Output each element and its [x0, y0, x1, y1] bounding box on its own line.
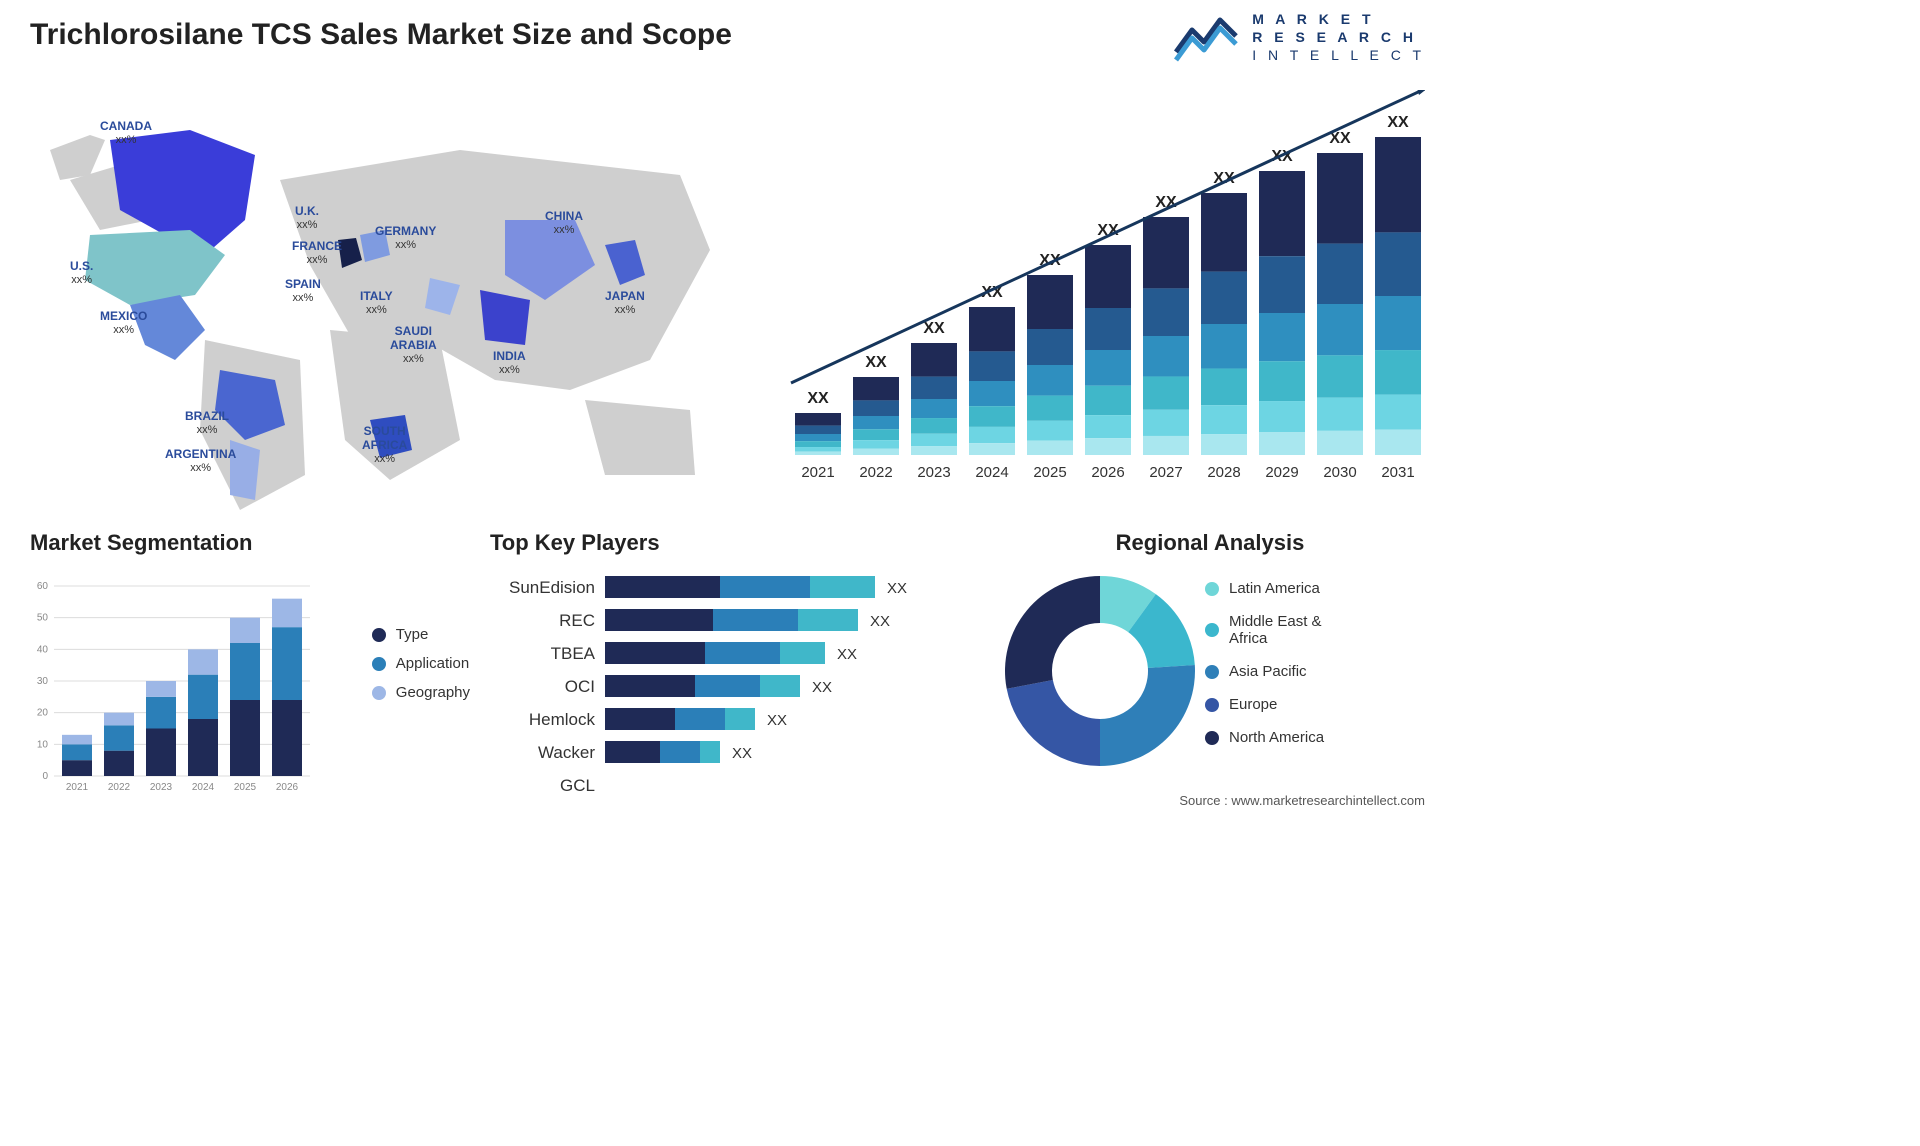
legend-item: Latin America — [1205, 580, 1324, 597]
svg-text:XX: XX — [923, 320, 945, 337]
svg-text:2024: 2024 — [192, 782, 215, 793]
svg-text:XX: XX — [732, 745, 752, 762]
svg-text:2029: 2029 — [1265, 464, 1298, 481]
brand-logo: M A R K E T R E S E A R C H I N T E L L … — [1174, 10, 1425, 65]
regional-title: Regional Analysis — [995, 530, 1425, 556]
svg-text:XX: XX — [807, 390, 829, 407]
legend-item: Geography — [372, 684, 470, 701]
page-title: Trichlorosilane TCS Sales Market Size an… — [30, 18, 732, 52]
map-label: U.S.xx% — [70, 260, 93, 286]
map-label: ARGENTINAxx% — [165, 448, 236, 474]
player-name: TBEA — [490, 637, 595, 670]
svg-text:2023: 2023 — [917, 464, 950, 481]
svg-text:50: 50 — [37, 613, 49, 624]
svg-text:2026: 2026 — [1091, 464, 1124, 481]
svg-text:2022: 2022 — [859, 464, 892, 481]
map-label: U.K.xx% — [295, 205, 319, 231]
svg-text:20: 20 — [37, 708, 49, 719]
growth-chart: XX2021XX2022XX2023XX2024XX2025XX2026XX20… — [765, 90, 1425, 490]
regional-donut — [995, 566, 1205, 776]
svg-text:10: 10 — [37, 739, 49, 750]
map-label: SAUDIARABIAxx% — [390, 325, 437, 365]
svg-text:40: 40 — [37, 644, 49, 655]
map-label: JAPANxx% — [605, 290, 645, 316]
svg-text:2028: 2028 — [1207, 464, 1240, 481]
map-label: ITALYxx% — [360, 290, 393, 316]
regional-block: Regional Analysis Latin America Middle Ea… — [995, 530, 1425, 776]
player-name: SunEdision — [490, 571, 595, 604]
svg-text:2027: 2027 — [1149, 464, 1182, 481]
svg-text:30: 30 — [37, 676, 49, 687]
logo-line2: R E S E A R C H — [1252, 28, 1425, 46]
player-name: REC — [490, 604, 595, 637]
player-name: Hemlock — [490, 703, 595, 736]
player-names: SunEdisionRECTBEAOCIHemlockWackerGCL — [490, 571, 595, 802]
player-name: Wacker — [490, 736, 595, 769]
svg-text:XX: XX — [767, 712, 787, 729]
legend-item: Application — [372, 655, 470, 672]
logo-mark-icon — [1174, 12, 1244, 62]
svg-text:2022: 2022 — [108, 782, 131, 793]
player-name: GCL — [490, 769, 595, 802]
players-block: Top Key Players SunEdisionRECTBEAOCIHeml… — [490, 530, 990, 806]
svg-text:60: 60 — [37, 581, 49, 592]
svg-text:XX: XX — [812, 679, 832, 696]
source-text: Source : www.marketresearchintellect.com — [1179, 793, 1425, 808]
player-name: OCI — [490, 670, 595, 703]
players-chart: XX XX XX XX XX XX — [605, 566, 995, 806]
legend-item: Type — [372, 626, 470, 643]
players-title: Top Key Players — [490, 530, 990, 556]
map-label: CANADAxx% — [100, 120, 152, 146]
svg-text:2031: 2031 — [1381, 464, 1414, 481]
legend-item: North America — [1205, 729, 1324, 746]
svg-text:2025: 2025 — [1033, 464, 1066, 481]
legend-item: Europe — [1205, 696, 1324, 713]
svg-text:XX: XX — [865, 354, 887, 371]
regional-legend: Latin America Middle East &Africa Asia Pac… — [1205, 580, 1324, 762]
svg-text:2026: 2026 — [276, 782, 299, 793]
logo-line3: I N T E L L E C T — [1252, 46, 1425, 64]
svg-text:2024: 2024 — [975, 464, 1008, 481]
svg-text:2025: 2025 — [234, 782, 257, 793]
svg-text:2030: 2030 — [1323, 464, 1356, 481]
logo-line1: M A R K E T — [1252, 10, 1425, 28]
segmentation-title: Market Segmentation — [30, 530, 470, 556]
map-label: SOUTHAFRICAxx% — [362, 425, 407, 465]
map-label: SPAINxx% — [285, 278, 321, 304]
legend-item: Asia Pacific — [1205, 663, 1324, 680]
svg-text:XX: XX — [837, 646, 857, 663]
svg-text:2023: 2023 — [150, 782, 173, 793]
segmentation-chart: 0 10 20 30 40 50 60 2021 2022 2023 2024 2025 2026 — [30, 566, 310, 796]
svg-text:XX: XX — [870, 613, 890, 630]
svg-text:XX: XX — [1387, 114, 1409, 131]
legend-item: Middle East &Africa — [1205, 613, 1324, 647]
svg-text:2021: 2021 — [66, 782, 89, 793]
svg-text:2021: 2021 — [801, 464, 834, 481]
map-label: MEXICOxx% — [100, 310, 147, 336]
svg-text:0: 0 — [42, 771, 48, 782]
segmentation-block: Market Segmentation 0 10 20 30 40 50 60 2021 202… — [30, 530, 470, 796]
world-map: CANADAxx% U.S.xx% MEXICOxx% BRAZILxx% ARGENT… — [30, 80, 730, 520]
segmentation-legend: Type Application Geography — [372, 626, 470, 713]
map-label: INDIAxx% — [493, 350, 526, 376]
svg-text:XX: XX — [887, 580, 907, 597]
map-label: CHINAxx% — [545, 210, 583, 236]
map-label: BRAZILxx% — [185, 410, 229, 436]
map-label: FRANCExx% — [292, 240, 342, 266]
map-label: GERMANYxx% — [375, 225, 436, 251]
